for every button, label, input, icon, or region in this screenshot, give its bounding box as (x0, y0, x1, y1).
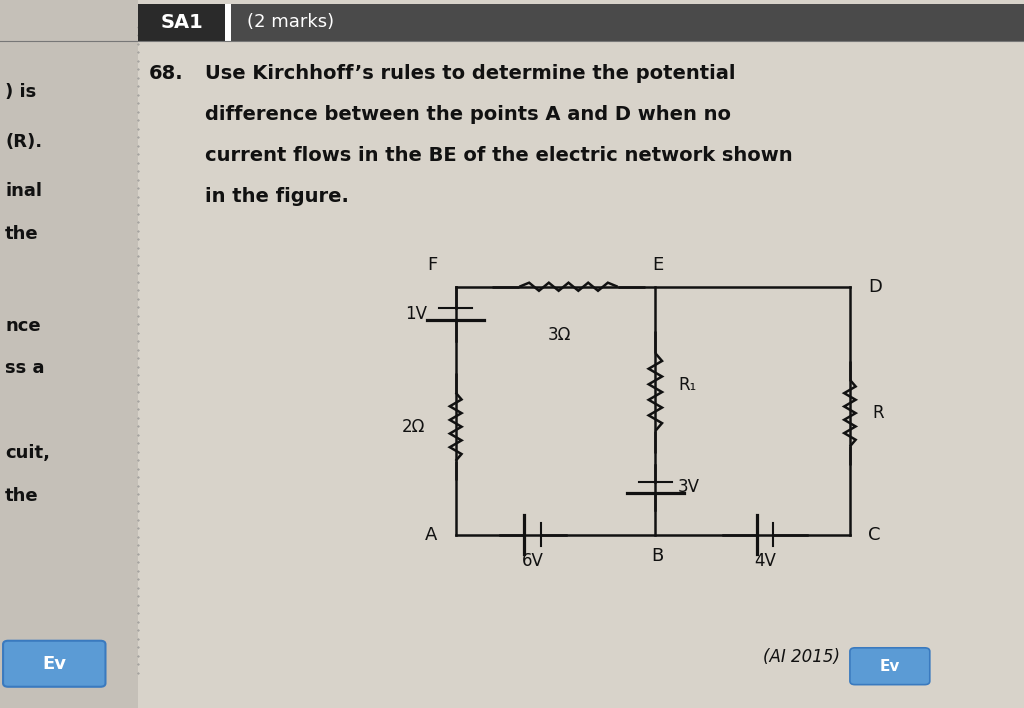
Text: B: B (651, 547, 664, 565)
Text: C: C (868, 525, 881, 544)
FancyBboxPatch shape (3, 641, 105, 687)
FancyBboxPatch shape (850, 648, 930, 685)
Bar (231, 4, 1024, 41)
Text: cuit,: cuit, (5, 444, 50, 462)
Text: 2Ω: 2Ω (401, 418, 425, 435)
Text: (AI 2015): (AI 2015) (763, 648, 840, 666)
Text: 6V: 6V (521, 552, 544, 570)
Text: R₁: R₁ (678, 376, 696, 394)
Text: F: F (427, 256, 437, 274)
Text: (R).: (R). (5, 132, 42, 151)
Text: R: R (872, 404, 884, 422)
Text: Ev: Ev (880, 658, 900, 674)
Bar (0, 0, 138, 708)
Text: nce: nce (5, 316, 41, 335)
Text: current flows in the BE of the electric network shown: current flows in the BE of the electric … (205, 146, 793, 165)
Text: difference between the points A and D when no: difference between the points A and D wh… (205, 105, 731, 124)
Text: ss a: ss a (5, 359, 45, 377)
Text: A: A (425, 525, 437, 544)
Text: 4V: 4V (755, 552, 776, 570)
Text: ) is: ) is (5, 83, 37, 101)
Text: Ev: Ev (42, 655, 67, 673)
Bar (225, 4, 231, 41)
Text: E: E (652, 256, 663, 274)
Text: SA1: SA1 (161, 13, 203, 32)
Text: 68.: 68. (148, 64, 183, 83)
Text: the: the (5, 224, 39, 243)
Bar (138, 4, 225, 41)
Text: inal: inal (5, 182, 42, 200)
Text: the: the (5, 486, 39, 505)
Text: 3V: 3V (678, 479, 699, 496)
Text: 3Ω: 3Ω (548, 326, 571, 343)
Text: Use Kirchhoff’s rules to determine the potential: Use Kirchhoff’s rules to determine the p… (205, 64, 735, 83)
Text: in the figure.: in the figure. (205, 187, 349, 206)
Text: D: D (868, 278, 883, 296)
Text: (2 marks): (2 marks) (247, 13, 334, 31)
Text: 1V: 1V (406, 305, 427, 323)
